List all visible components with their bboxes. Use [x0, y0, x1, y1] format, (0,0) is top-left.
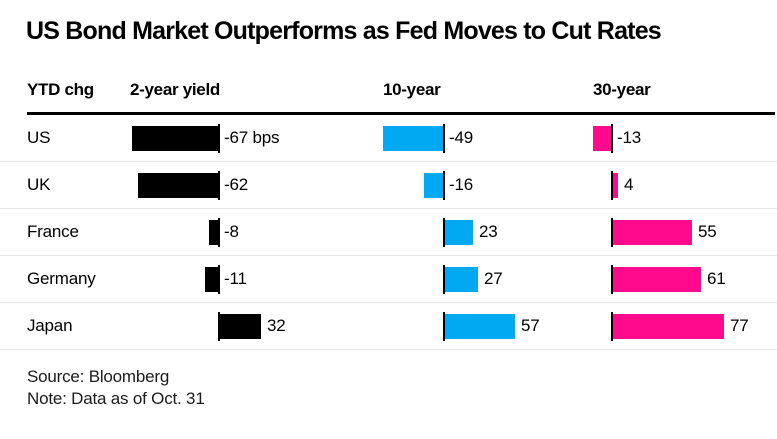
- 10-year-value-label-germany: 27: [484, 269, 503, 288]
- header-ytd-chg: YTD chg: [27, 80, 94, 99]
- 30-year-baseline-tick: [611, 312, 613, 341]
- 2-year-yield-baseline-tick: [218, 265, 220, 294]
- 30-year-baseline-tick: [611, 171, 613, 200]
- 30-year-value-label-france: 55: [698, 222, 717, 241]
- table-row-france: France -8 23 55: [0, 209, 777, 256]
- 30-year-value-label-japan: 77: [730, 316, 749, 335]
- 2-year-yield-baseline-tick: [218, 218, 220, 247]
- 2-year-yield-value-label-germany: -11: [224, 269, 247, 288]
- 2-year-yield-value-label-uk: -62: [224, 175, 248, 194]
- header-30-year: 30-year: [593, 80, 651, 99]
- 10-year-baseline-tick: [443, 265, 445, 294]
- 10-year-baseline-tick: [443, 124, 445, 153]
- row-label-uk: UK: [27, 175, 51, 194]
- 2-year-yield-value-label-japan: 32: [267, 316, 286, 335]
- 30-year-bar-uk: [612, 173, 618, 198]
- 10-year-value-label-us: -49: [449, 128, 473, 147]
- 10-year-bar-germany: [444, 267, 478, 292]
- row-label-japan: Japan: [27, 316, 73, 335]
- 2-year-yield-bar-japan: [219, 314, 261, 339]
- note-line: Note: Data as of Oct. 31: [27, 389, 205, 408]
- row-label-us: US: [27, 128, 51, 147]
- table-row-us: US -67 bps -49 -13: [0, 115, 777, 162]
- source-line: Source: Bloomberg: [27, 367, 170, 386]
- 2-year-yield-baseline-tick: [218, 171, 220, 200]
- 10-year-baseline-tick: [443, 218, 445, 247]
- table-row-uk: UK -62 -16 4: [0, 162, 777, 209]
- 30-year-bar-japan: [612, 314, 724, 339]
- row-label-france: France: [27, 222, 79, 241]
- 30-year-value-label-germany: 61: [707, 269, 726, 288]
- 2-year-yield-value-label-france: -8: [224, 222, 239, 241]
- 30-year-value-label-uk: 4: [624, 175, 634, 194]
- footnote: Source: Bloomberg Note: Data as of Oct. …: [27, 366, 205, 410]
- bar-table: US -67 bps -49 -13 UK -62 -16 4 France -8 23 55 Germ…: [0, 115, 777, 350]
- 30-year-baseline-tick: [611, 265, 613, 294]
- header-rule: [27, 112, 775, 115]
- 2-year-yield-value-label-us: -67 bps: [224, 128, 280, 147]
- 10-year-value-label-france: 23: [479, 222, 498, 241]
- 2-year-yield-baseline-tick: [218, 312, 220, 341]
- table-row-germany: Germany -11 27 61: [0, 256, 777, 303]
- 2-year-yield-bar-germany: [205, 267, 219, 292]
- 2-year-yield-baseline-tick: [218, 124, 220, 153]
- 10-year-value-label-japan: 57: [521, 316, 540, 335]
- 10-year-baseline-tick: [443, 312, 445, 341]
- 30-year-bar-france: [612, 220, 692, 245]
- 30-year-bar-us: [593, 126, 612, 151]
- 10-year-value-label-uk: -16: [449, 175, 473, 194]
- 30-year-value-label-us: -13: [617, 128, 641, 147]
- table-row-japan: Japan 32 57 77: [0, 303, 777, 350]
- row-label-germany: Germany: [27, 269, 96, 288]
- 2-year-yield-bar-france: [209, 220, 219, 245]
- 30-year-baseline-tick: [611, 124, 613, 153]
- header-10-year: 10-year: [383, 80, 441, 99]
- column-header-row: YTD chg 2-year yield 10-year 30-year: [0, 80, 777, 100]
- header-2-year-yield: 2-year yield: [130, 80, 220, 99]
- chart-title: US Bond Market Outperforms as Fed Moves …: [26, 17, 662, 45]
- 10-year-bar-france: [444, 220, 473, 245]
- 2-year-yield-bar-uk: [138, 173, 219, 198]
- 10-year-bar-uk: [424, 173, 444, 198]
- 10-year-bar-japan: [444, 314, 515, 339]
- 30-year-bar-germany: [612, 267, 701, 292]
- 30-year-baseline-tick: [611, 218, 613, 247]
- 10-year-bar-us: [383, 126, 444, 151]
- 2-year-yield-bar-us: [132, 126, 219, 151]
- 10-year-baseline-tick: [443, 171, 445, 200]
